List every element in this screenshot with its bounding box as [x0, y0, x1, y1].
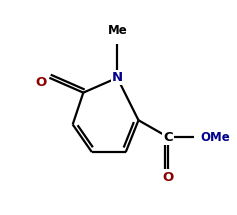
Text: OMe: OMe [200, 131, 230, 144]
Text: N: N [112, 71, 123, 84]
Text: Me: Me [107, 25, 127, 37]
Text: O: O [163, 171, 174, 184]
Text: O: O [35, 75, 46, 89]
Text: C: C [163, 131, 173, 144]
